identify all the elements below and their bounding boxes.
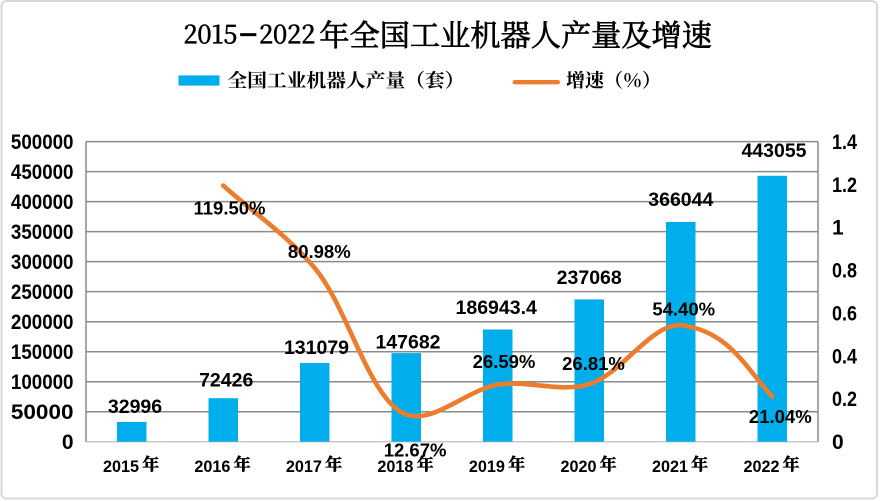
svg-text:2017: 2017 bbox=[286, 458, 322, 476]
svg-text:443055: 443055 bbox=[741, 140, 806, 162]
svg-text:2020: 2020 bbox=[561, 458, 597, 476]
svg-text:131079: 131079 bbox=[284, 337, 349, 359]
svg-text:2021: 2021 bbox=[652, 458, 688, 476]
svg-text:12.67%: 12.67% bbox=[384, 440, 447, 461]
svg-text:80.98%: 80.98% bbox=[288, 241, 351, 262]
svg-text:1.4: 1.4 bbox=[832, 131, 857, 154]
svg-text:50000: 50000 bbox=[11, 401, 74, 424]
svg-text:1.2: 1.2 bbox=[832, 174, 857, 197]
svg-text:0.2: 0.2 bbox=[832, 388, 857, 411]
svg-text:147682: 147682 bbox=[375, 331, 440, 353]
svg-text:54.40%: 54.40% bbox=[652, 299, 715, 320]
svg-text:0.4: 0.4 bbox=[832, 345, 857, 368]
svg-text:2022: 2022 bbox=[744, 458, 780, 476]
svg-text:2019: 2019 bbox=[469, 458, 505, 476]
svg-text:0: 0 bbox=[832, 431, 844, 454]
svg-text:2018: 2018 bbox=[377, 458, 413, 476]
svg-text:100000: 100000 bbox=[11, 371, 74, 394]
svg-text:350000: 350000 bbox=[11, 221, 74, 244]
svg-text:366044: 366044 bbox=[648, 189, 713, 211]
svg-text:300000: 300000 bbox=[11, 251, 74, 274]
svg-text:119.50%: 119.50% bbox=[193, 198, 265, 219]
svg-text:2016: 2016 bbox=[194, 458, 230, 476]
svg-text:2015: 2015 bbox=[103, 458, 139, 476]
svg-text:0.8: 0.8 bbox=[832, 260, 857, 283]
svg-text:21.04%: 21.04% bbox=[749, 406, 812, 427]
svg-text:150000: 150000 bbox=[11, 341, 74, 364]
svg-text:1: 1 bbox=[832, 217, 844, 240]
svg-text:26.81%: 26.81% bbox=[562, 353, 625, 374]
svg-text:250000: 250000 bbox=[11, 281, 74, 304]
svg-text:32996: 32996 bbox=[108, 396, 162, 418]
svg-text:400000: 400000 bbox=[11, 191, 74, 214]
svg-text:0.6: 0.6 bbox=[832, 302, 857, 325]
svg-text:26.59%: 26.59% bbox=[473, 351, 536, 372]
svg-text:72426: 72426 bbox=[199, 369, 253, 391]
svg-text:0: 0 bbox=[62, 431, 74, 454]
svg-text:200000: 200000 bbox=[11, 311, 74, 334]
svg-text:237068: 237068 bbox=[557, 267, 622, 289]
svg-text:500000: 500000 bbox=[11, 131, 74, 154]
svg-text:186943.4: 186943.4 bbox=[456, 297, 537, 319]
svg-text:450000: 450000 bbox=[11, 161, 74, 184]
